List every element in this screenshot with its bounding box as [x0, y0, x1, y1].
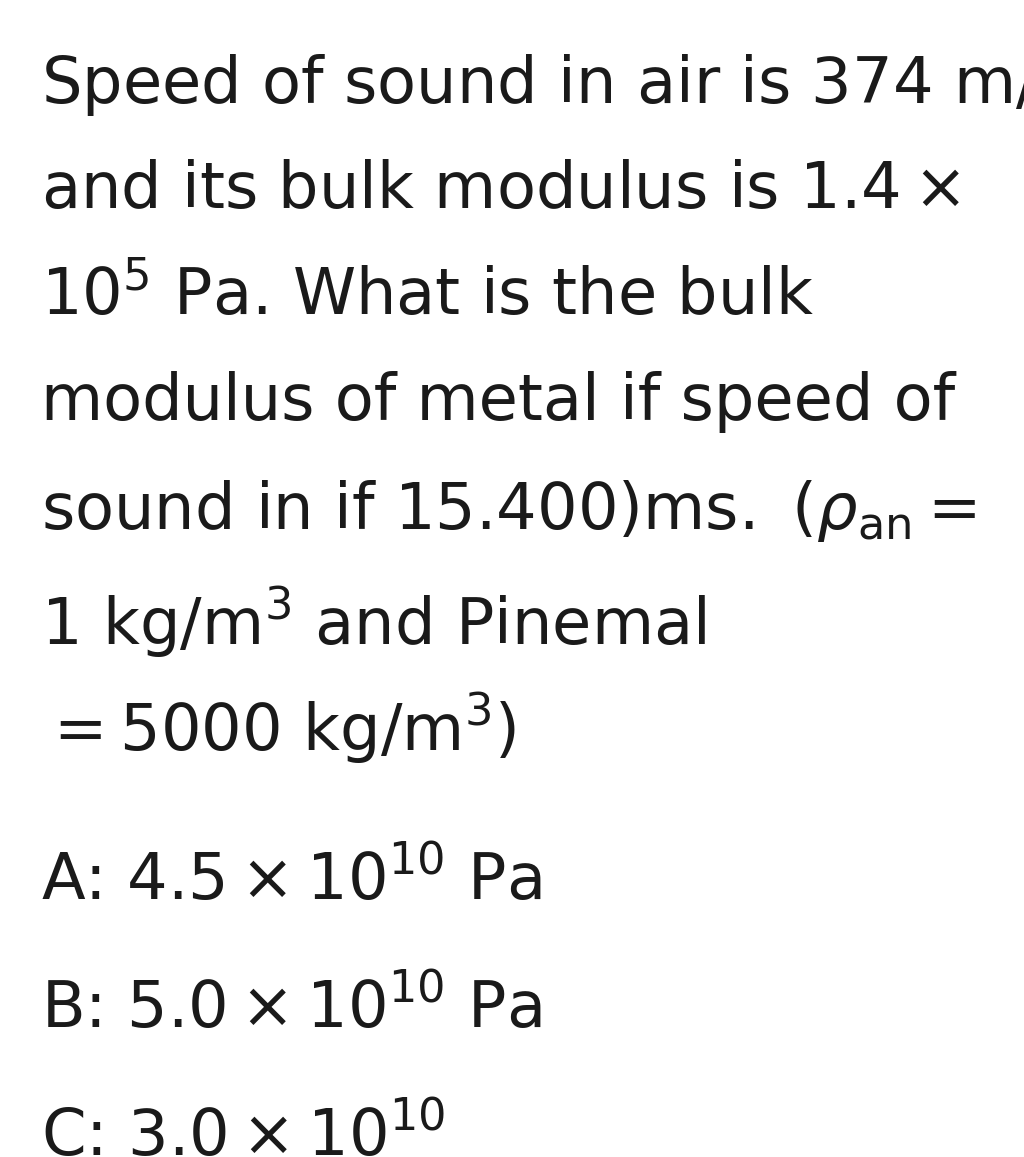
Text: B: $5.0 \times 10^{10}\ \mathrm{Pa}$: B: $5.0 \times 10^{10}\ \mathrm{Pa}$ — [41, 978, 542, 1041]
Text: modulus of metal if speed of: modulus of metal if speed of — [41, 371, 955, 434]
Text: A: $4.5 \times 10^{10}\ \mathrm{Pa}$: A: $4.5 \times 10^{10}\ \mathrm{Pa}$ — [41, 850, 542, 914]
Text: C: $3.0 \times 10^{10}$: C: $3.0 \times 10^{10}$ — [41, 1106, 445, 1157]
Text: Speed of sound in air is $374\ \mathrm{m/s}$: Speed of sound in air is $374\ \mathrm{m… — [41, 52, 1024, 118]
Text: $10^5\ \mathrm{Pa}$. What is the bulk: $10^5\ \mathrm{Pa}$. What is the bulk — [41, 265, 814, 327]
Text: $1\ \mathrm{kg/m^3}$ and Pinemal: $1\ \mathrm{kg/m^3}$ and Pinemal — [41, 584, 707, 659]
Text: sound in if $15.400)\mathrm{ms.}\ (\rho_{\mathrm{an}} =$: sound in if $15.400)\mathrm{ms.}\ (\rho_… — [41, 478, 976, 544]
Text: and its bulk modulus is $1.4 \times$: and its bulk modulus is $1.4 \times$ — [41, 159, 961, 221]
Text: $= 5000\ \mathrm{kg/m^3})$: $= 5000\ \mathrm{kg/m^3})$ — [41, 691, 516, 766]
